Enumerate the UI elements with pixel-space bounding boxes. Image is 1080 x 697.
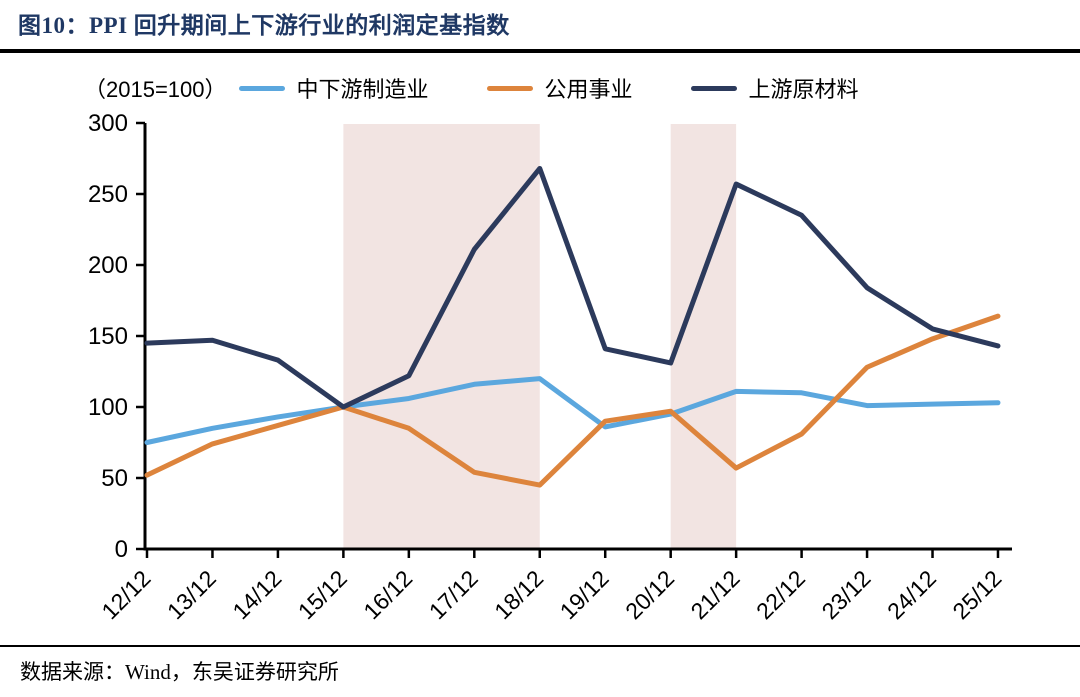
axis-unit-note: （2015=100）	[84, 77, 227, 102]
figure-header: 图10：PPI 回升期间上下游行业的利润定基指数	[18, 6, 1062, 46]
legend-label: 中下游制造业	[296, 77, 429, 102]
y-tick-label: 200	[88, 252, 128, 279]
y-tick-label: 50	[101, 465, 128, 492]
x-tick-label: 23/12	[817, 565, 876, 624]
x-tick-label: 17/12	[424, 565, 483, 624]
legend-swatch-icon	[238, 85, 285, 91]
series-line	[144, 313, 1001, 488]
x-tick-label: 15/12	[293, 565, 352, 624]
profit-index-line-chart: 0 50 100 150 200 250 300 12/12 13/12 14/12 15/12 16…	[88, 110, 1012, 624]
legend-item: 上游原材料	[690, 72, 859, 104]
x-tick-label: 12/12	[96, 565, 155, 624]
x-tick-label: 25/12	[947, 565, 1006, 624]
figure-title: 图10：PPI 回升期间上下游行业的利润定基指数	[18, 13, 510, 38]
x-tick-label: 24/12	[882, 565, 941, 624]
legend-item: 中下游制造业	[238, 72, 429, 104]
data-source: 数据来源：Wind，东吴证券研究所	[20, 660, 339, 684]
y-tick-label: 150	[88, 323, 128, 350]
legend-label: 上游原材料	[748, 77, 859, 102]
header-divider	[0, 49, 1080, 53]
y-tick-label: 100	[88, 394, 128, 421]
x-tick-label: 20/12	[620, 565, 679, 624]
footer-divider	[0, 645, 1080, 647]
legend-item: 公用事业	[486, 72, 633, 104]
legend-label: 公用事业	[544, 77, 633, 102]
series-line	[144, 165, 1001, 410]
legend-swatch-icon	[690, 85, 737, 91]
figure-footer: 数据来源：Wind，东吴证券研究所	[20, 656, 1060, 686]
y-tick-label: 250	[88, 181, 128, 208]
y-tick-label: 300	[88, 110, 128, 137]
x-tick-label: 22/12	[751, 565, 810, 624]
x-tick-label: 14/12	[227, 565, 286, 624]
legend-row: （2015=100） 中下游制造业 公用事业 上游原材料	[84, 72, 859, 104]
x-tick-label: 18/12	[489, 565, 548, 624]
x-tick-label: 13/12	[162, 565, 221, 624]
highlight-band	[343, 124, 540, 549]
series-line	[144, 376, 1001, 445]
x-tick-label: 21/12	[686, 565, 745, 624]
x-tick-label: 19/12	[555, 565, 614, 624]
legend-swatch-icon	[486, 85, 533, 91]
x-tick-label: 16/12	[358, 565, 417, 624]
legend: 中下游制造业 公用事业 上游原材料	[238, 72, 859, 104]
y-tick-label: 0	[115, 536, 128, 563]
